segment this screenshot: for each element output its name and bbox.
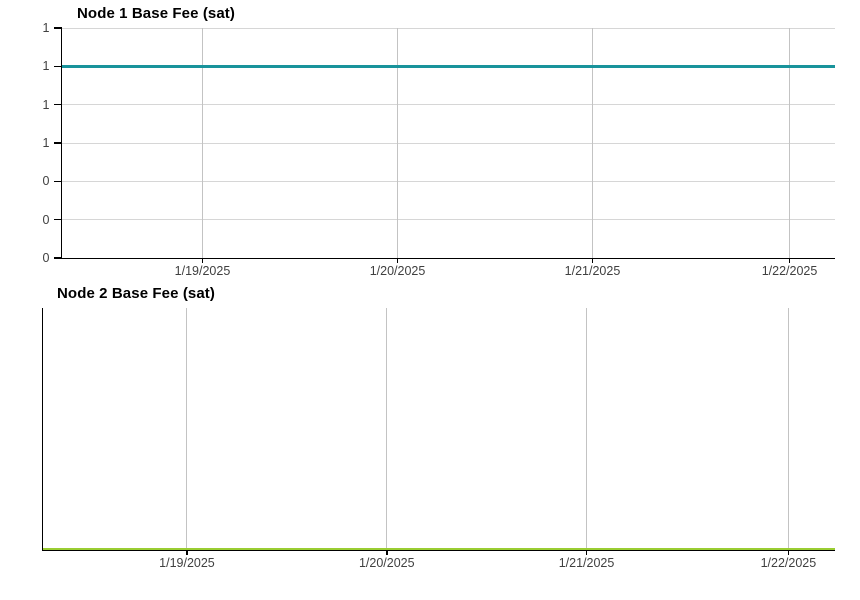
x-axis-tick-label: 1/21/2025 bbox=[558, 556, 615, 570]
x-axis-tick-label: 1/22/2025 bbox=[761, 264, 818, 278]
x-axis-tick-label: 1/19/2025 bbox=[174, 264, 231, 278]
plot-area-node-1: 1 1 1 1 0 0 0 1/19/2025 1/20/2025 1/21/2025 1/22/2… bbox=[43, 21, 835, 278]
y-axis-tick-label: 0 bbox=[42, 174, 50, 189]
y-axis-tick-label: 1 bbox=[42, 136, 50, 150]
v-gridline bbox=[201, 28, 203, 258]
y-axis-tick bbox=[53, 180, 62, 183]
x-axis-tick bbox=[396, 258, 399, 263]
v-gridline bbox=[386, 308, 388, 550]
x-axis-tick bbox=[386, 550, 388, 555]
series-line-node-1-base-fee bbox=[61, 64, 835, 68]
h-gridline bbox=[61, 180, 835, 182]
x-axis-tick bbox=[186, 550, 188, 555]
v-gridline bbox=[789, 28, 790, 258]
y-axis-tick-label: 1 bbox=[42, 59, 50, 74]
x-axis-tick bbox=[201, 258, 204, 263]
h-gridline bbox=[61, 27, 835, 29]
h-gridline bbox=[61, 142, 835, 144]
chart-title-node-2: Node 2 Base Fee (sat) bbox=[57, 285, 215, 302]
x-axis-tick bbox=[787, 550, 790, 555]
h-gridline bbox=[61, 104, 835, 106]
v-gridline bbox=[397, 28, 399, 258]
y-axis-tick bbox=[53, 142, 62, 144]
h-gridline bbox=[61, 219, 835, 221]
y-axis-tick-label: 0 bbox=[42, 212, 50, 227]
y-axis-tick-label: 0 bbox=[42, 251, 50, 265]
v-gridline bbox=[787, 308, 789, 550]
y-axis-tick bbox=[53, 27, 62, 29]
v-gridline bbox=[591, 28, 593, 258]
y-axis-tick-label: 1 bbox=[42, 21, 50, 35]
x-axis-tick-label: 1/21/2025 bbox=[564, 264, 621, 278]
series-line-node-2-base-fee bbox=[42, 548, 835, 550]
plot-area-node-2: 1/19/2025 1/20/2025 1/21/2025 1/22/2025 bbox=[41, 308, 835, 570]
x-axis-tick-label: 1/20/2025 bbox=[358, 556, 415, 570]
y-axis-tick bbox=[53, 257, 62, 259]
y-axis-tick-label: 1 bbox=[42, 97, 50, 112]
y-axis-tick bbox=[53, 65, 62, 68]
x-axis-tick-label: 1/19/2025 bbox=[159, 556, 215, 570]
x-axis-tick bbox=[585, 550, 588, 555]
x-axis-tick bbox=[591, 258, 594, 263]
y-axis-tick bbox=[53, 218, 62, 221]
x-axis-tick-label: 1/22/2025 bbox=[760, 556, 817, 570]
v-gridline bbox=[186, 308, 188, 550]
y-axis-tick bbox=[53, 103, 62, 106]
chart-title-node-1: Node 1 Base Fee (sat) bbox=[77, 5, 235, 22]
x-axis-tick bbox=[788, 258, 791, 263]
x-axis-tick-label: 1/20/2025 bbox=[369, 264, 426, 278]
v-gridline bbox=[586, 308, 588, 550]
